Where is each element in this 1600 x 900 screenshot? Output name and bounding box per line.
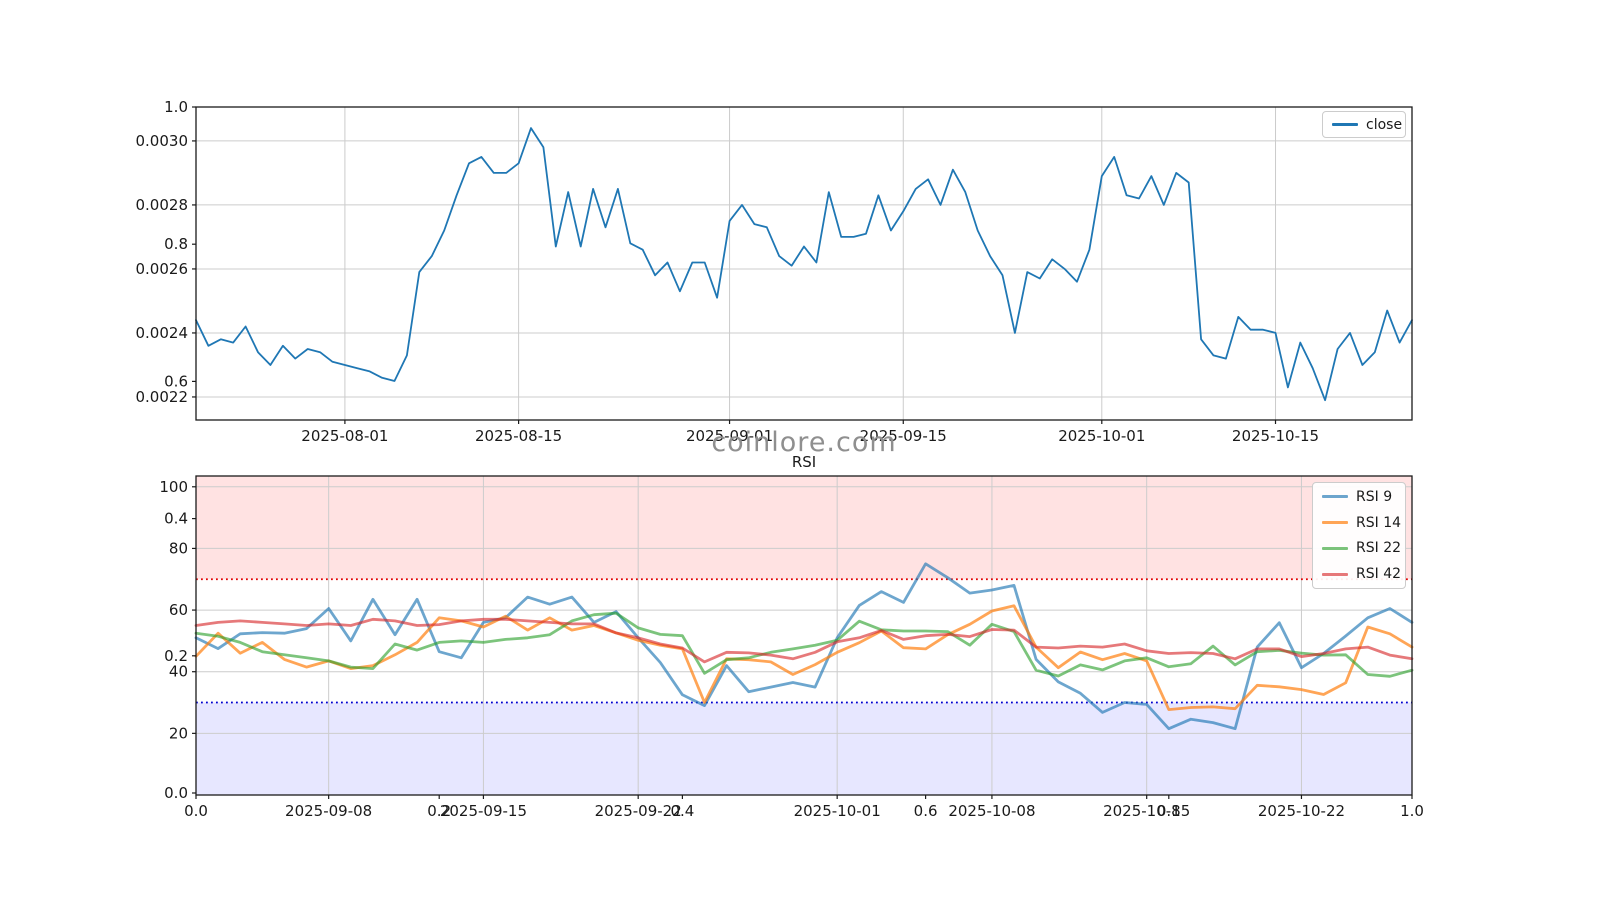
legend-label-close: close bbox=[1366, 116, 1403, 133]
x-tick-label: 2025-09-15 bbox=[440, 802, 527, 820]
series-rsi-42 bbox=[194, 617, 1414, 664]
legend-item-close: close bbox=[1332, 116, 1402, 133]
x-tick-label: 2025-10-01 bbox=[1058, 427, 1145, 445]
x-tick-label: 2025-10-22 bbox=[1258, 802, 1345, 820]
legend-item-rsi9: RSI 9 bbox=[1322, 487, 1396, 507]
fraction-overlay-axis: 0.0 0.2 0.4 0.6 0.8 1.0 0.0 0.2 0.4 0.6 0.8 1.0 bbox=[164, 98, 1424, 820]
overlay-y-tick-label: 0.6 bbox=[164, 372, 188, 390]
price-chart: 2025-08-01 2025-08-15 2025-09-01 2025-09-15… bbox=[136, 106, 1413, 445]
price-legend: close bbox=[1322, 111, 1406, 138]
x-tick-label: 2025-10-15 bbox=[1103, 802, 1190, 820]
rsi42-line-swatch bbox=[1322, 572, 1348, 576]
legend-label-rsi9: RSI 9 bbox=[1356, 488, 1393, 505]
x-tick-label: 2025-10-01 bbox=[794, 802, 881, 820]
overlay-y-tick-label: 0.8 bbox=[164, 235, 188, 253]
x-tick-label: 2025-10-08 bbox=[948, 802, 1035, 820]
overlay-x-tick-label: 1.0 bbox=[1400, 802, 1424, 820]
rsi-chart-title: RSI bbox=[791, 453, 817, 471]
series-rsi-9 bbox=[194, 562, 1414, 731]
y-tick-label: 40 bbox=[169, 663, 188, 681]
y-tick-label: 100 bbox=[159, 478, 188, 496]
legend-label-rsi42: RSI 42 bbox=[1356, 566, 1402, 583]
y-tick-label: 80 bbox=[169, 539, 188, 557]
overlay-y-tick-label: 0.4 bbox=[164, 510, 188, 528]
y-tick-label: 0.0030 bbox=[136, 132, 189, 150]
y-tick-label: 0.0024 bbox=[136, 324, 189, 342]
legend-label-rsi22: RSI 22 bbox=[1356, 540, 1402, 557]
x-tick-label: 2025-09-01 bbox=[686, 427, 773, 445]
overlay-x-tick-label: 0.8 bbox=[1157, 802, 1181, 820]
x-tick-label: 2025-09-15 bbox=[860, 427, 947, 445]
overbought-zone bbox=[196, 476, 1412, 580]
x-tick-label: 2025-09-22 bbox=[595, 802, 682, 820]
watermark: coinlore.com bbox=[711, 427, 897, 458]
legend-item-rsi14: RSI 14 bbox=[1322, 513, 1401, 533]
y-tick-label: 0.0026 bbox=[136, 260, 189, 278]
overlay-x-tick-label: 0.4 bbox=[670, 802, 694, 820]
y-tick-label: 0.0022 bbox=[136, 388, 189, 406]
y-tick-label: 0.0028 bbox=[136, 196, 189, 214]
x-tick-label: 2025-10-15 bbox=[1232, 427, 1319, 445]
x-tick-label: 2025-08-15 bbox=[475, 427, 562, 445]
legend-item-rsi22: RSI 22 bbox=[1322, 539, 1401, 559]
series-rsi-14 bbox=[194, 604, 1414, 711]
close-line-swatch bbox=[1332, 123, 1358, 126]
overlay-y-tick-label: 0.2 bbox=[164, 647, 188, 665]
x-tick-label: 2025-08-01 bbox=[301, 427, 388, 445]
overlay-x-tick-label: 0.2 bbox=[427, 802, 451, 820]
rsi14-line-swatch bbox=[1322, 521, 1348, 525]
series-rsi-22 bbox=[194, 611, 1414, 678]
series-close bbox=[195, 127, 1413, 402]
overlay-x-tick-label: 0.0 bbox=[184, 802, 208, 820]
overlay-x-tick-label: 0.6 bbox=[914, 802, 938, 820]
overlay-y-tick-label: 1.0 bbox=[164, 98, 188, 116]
overlay-y-tick-label: 0.0 bbox=[164, 784, 188, 802]
legend-item-rsi42: RSI 42 bbox=[1322, 564, 1401, 584]
y-tick-label: 60 bbox=[169, 601, 188, 619]
y-tick-label: 20 bbox=[169, 724, 188, 742]
legend-label-rsi14: RSI 14 bbox=[1356, 514, 1402, 531]
oversold-zone bbox=[196, 702, 1412, 795]
rsi-chart: 2025-09-08 2025-09-15 2025-09-22 2025-10-01… bbox=[159, 475, 1414, 820]
x-tick-label: 2025-09-08 bbox=[285, 802, 372, 820]
rsi9-line-swatch bbox=[1322, 495, 1348, 499]
rsi-legend: RSI 9 RSI 14 RSI 22 RSI 42 bbox=[1312, 482, 1406, 589]
rsi22-line-swatch bbox=[1322, 546, 1348, 550]
